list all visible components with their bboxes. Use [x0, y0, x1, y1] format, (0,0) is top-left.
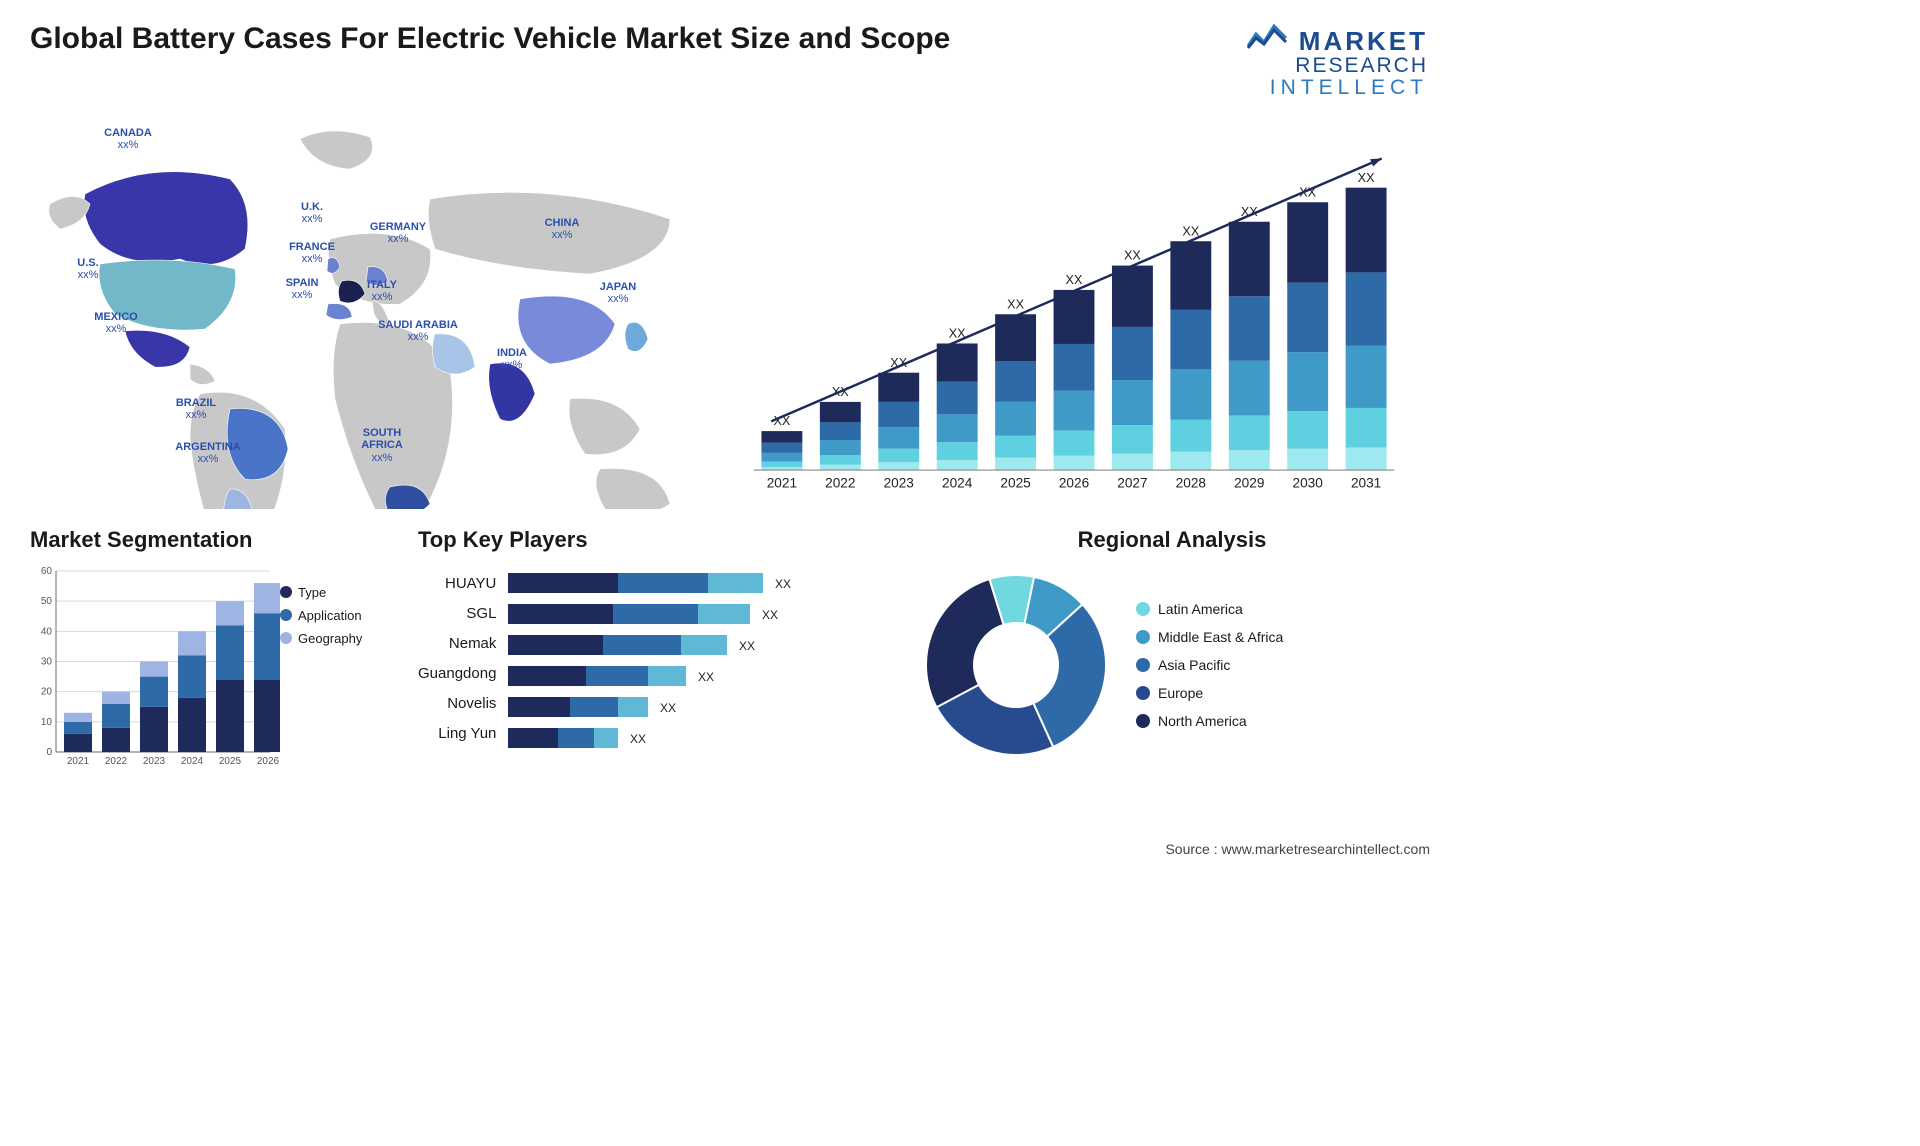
map-label-italy: ITALYxx% — [342, 279, 422, 303]
segmentation-panel: Market Segmentation 0 10 20 30 40 50 60 2021 202… — [30, 521, 390, 780]
regional-title: Regional Analysis — [916, 527, 1428, 553]
svg-text:XX: XX — [1124, 249, 1141, 263]
brand-line2: RESEARCH — [1295, 54, 1428, 77]
map-label-india: INDIAxx% — [472, 347, 552, 371]
svg-text:2022: 2022 — [105, 756, 128, 767]
logo-mark-icon — [1246, 20, 1288, 55]
regional-legend-item: North America — [1136, 707, 1283, 735]
map-label-canada: CANADAxx% — [88, 127, 168, 151]
map-label-u-k-: U.K.xx% — [272, 201, 352, 225]
svg-text:60: 60 — [41, 566, 53, 577]
brand-logo: MARKET RESEARCH INTELLECT — [1246, 20, 1428, 99]
map-label-spain: SPAINxx% — [262, 277, 342, 301]
map-label-china: CHINAxx% — [522, 217, 602, 241]
svg-text:XX: XX — [1066, 273, 1083, 287]
svg-text:0: 0 — [46, 747, 52, 758]
player-name: Nemak — [418, 629, 496, 659]
player-name: HUAYU — [418, 569, 496, 599]
svg-text:2025: 2025 — [1000, 476, 1030, 491]
svg-text:2024: 2024 — [181, 756, 204, 767]
svg-text:2023: 2023 — [143, 756, 166, 767]
map-label-germany: GERMANYxx% — [358, 221, 438, 245]
svg-text:XX: XX — [1007, 298, 1024, 312]
svg-text:2025: 2025 — [219, 756, 242, 767]
svg-text:2031: 2031 — [1351, 476, 1381, 491]
svg-text:30: 30 — [41, 657, 53, 668]
regional-legend-item: Europe — [1136, 679, 1283, 707]
map-label-argentina: ARGENTINAxx% — [168, 441, 248, 465]
regional-panel: Regional Analysis Latin AmericaMiddle Ea… — [916, 521, 1428, 780]
svg-text:XX: XX — [1182, 225, 1199, 239]
svg-text:2026: 2026 — [1059, 476, 1089, 491]
svg-text:XX: XX — [739, 639, 755, 653]
svg-text:2026: 2026 — [257, 756, 280, 767]
growth-stacked-bar-chart: XX2021XX2022XX2023XX2024XX2025XX2026XX20… — [720, 139, 1428, 509]
segmentation-stacked-bar-chart: 0 10 20 30 40 50 60 2021 2022 2023 2024 2025 2026 — [30, 565, 280, 780]
players-panel: Top Key Players HUAYUSGLNemakGuangdongNo… — [418, 521, 888, 780]
brand-line3: INTELLECT — [1270, 76, 1428, 99]
svg-text:XX: XX — [762, 608, 778, 622]
svg-text:50: 50 — [41, 597, 53, 608]
players-title: Top Key Players — [418, 527, 888, 553]
map-label-brazil: BRAZILxx% — [156, 397, 236, 421]
regional-legend-item: Latin America — [1136, 595, 1283, 623]
svg-text:2029: 2029 — [1234, 476, 1264, 491]
segmentation-legend-item: Type — [280, 585, 362, 600]
segmentation-title: Market Segmentation — [30, 527, 390, 553]
svg-text:XX: XX — [630, 732, 646, 746]
regional-legend: Latin AmericaMiddle East & AfricaAsia Pa… — [1136, 595, 1283, 735]
map-label-south-africa: SOUTH AFRICAxx% — [342, 427, 422, 463]
svg-text:XX: XX — [698, 670, 714, 684]
svg-text:2022: 2022 — [825, 476, 855, 491]
lower-row: Market Segmentation 0 10 20 30 40 50 60 2021 202… — [0, 509, 1458, 780]
map-label-france: FRANCExx% — [272, 241, 352, 265]
svg-text:2028: 2028 — [1176, 476, 1206, 491]
svg-text:2024: 2024 — [942, 476, 973, 491]
svg-text:2027: 2027 — [1117, 476, 1147, 491]
svg-text:XX: XX — [1358, 171, 1375, 185]
regional-legend-item: Middle East & Africa — [1136, 623, 1283, 651]
svg-text:10: 10 — [41, 717, 53, 728]
player-name: SGL — [418, 599, 496, 629]
segmentation-legend-item: Application — [280, 608, 362, 623]
svg-text:2021: 2021 — [67, 756, 90, 767]
segmentation-legend: Type Application Geography — [280, 565, 362, 780]
svg-text:2030: 2030 — [1293, 476, 1324, 491]
svg-text:2021: 2021 — [767, 476, 797, 491]
map-label-mexico: MEXICOxx% — [76, 311, 156, 335]
regional-legend-item: Asia Pacific — [1136, 651, 1283, 679]
svg-text:XX: XX — [775, 577, 791, 591]
map-label-saudi-arabia: SAUDI ARABIAxx% — [378, 319, 458, 343]
players-name-list: HUAYUSGLNemakGuangdongNovelisLing Yun — [418, 565, 496, 765]
svg-text:40: 40 — [41, 627, 53, 638]
segmentation-legend-item: Geography — [280, 631, 362, 646]
page-title: Global Battery Cases For Electric Vehicl… — [30, 20, 1246, 58]
map-label-japan: JAPANxx% — [578, 281, 658, 305]
svg-text:2023: 2023 — [884, 476, 914, 491]
player-name: Guangdong — [418, 659, 496, 689]
svg-text:XX: XX — [660, 701, 676, 715]
players-horizontal-bar-chart: XX XX XX XX XX XX — [508, 565, 828, 765]
svg-text:20: 20 — [41, 687, 53, 698]
map-label-u-s-: U.S.xx% — [48, 257, 128, 281]
growth-chart-panel: XX2021XX2022XX2023XX2024XX2025XX2026XX20… — [720, 109, 1428, 509]
source-credit: Source : www.marketresearchintellect.com — [1165, 841, 1430, 857]
world-map-panel: CANADAxx% U.S.xx% MEXICOxx% BRAZILxx% ARGENT… — [30, 109, 690, 509]
player-name: Ling Yun — [418, 719, 496, 749]
brand-line1: MARKET — [1299, 26, 1428, 56]
header: Global Battery Cases For Electric Vehicl… — [0, 0, 1458, 99]
upper-row: CANADAxx% U.S.xx% MEXICOxx% BRAZILxx% ARGENT… — [0, 99, 1458, 509]
regional-donut-chart — [916, 565, 1116, 765]
player-name: Novelis — [418, 689, 496, 719]
